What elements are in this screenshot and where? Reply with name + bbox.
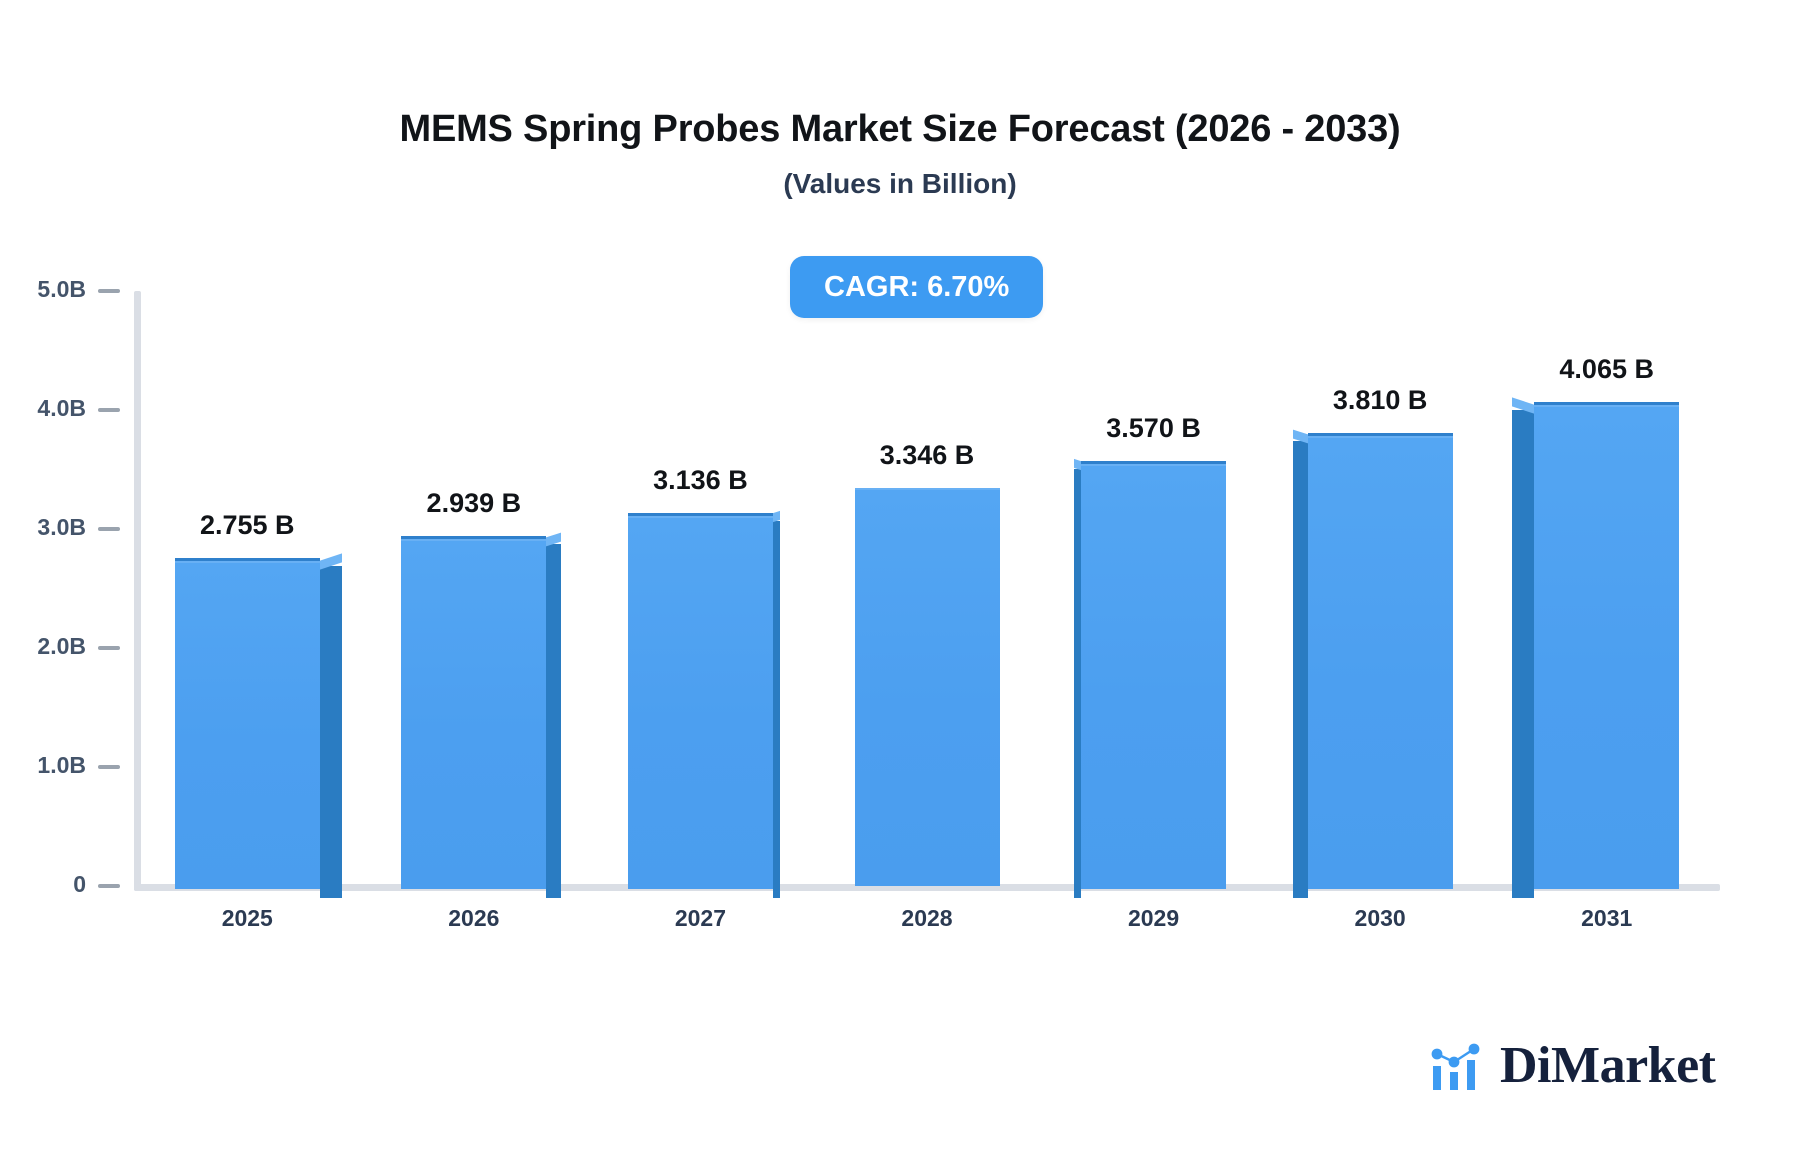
y-axis-tick-label: 4.0B bbox=[37, 395, 86, 421]
y-axis-tick-mark bbox=[98, 527, 120, 531]
y-axis-tick-label: 5.0B bbox=[37, 276, 86, 302]
x-axis-tick-label-2028: 2028 bbox=[901, 905, 953, 931]
bar-side-face bbox=[546, 544, 562, 898]
bar-value-label-2026: 2.939 B bbox=[426, 488, 522, 519]
y-axis-tick-mark bbox=[98, 646, 120, 650]
y-axis-tick-label: 1.0B bbox=[37, 752, 86, 778]
y-axis-tick-label: 3.0B bbox=[37, 514, 86, 540]
chart-subtitle: (Values in Billion) bbox=[783, 168, 1017, 199]
x-axis-tick-label-2029: 2029 bbox=[1127, 905, 1180, 931]
bar-value-label-2028: 3.346 B bbox=[879, 439, 975, 470]
bar-front-face bbox=[627, 512, 773, 889]
bar-side-face bbox=[1074, 469, 1082, 898]
bar-front-face bbox=[1081, 461, 1227, 889]
y-axis-line bbox=[134, 291, 141, 891]
bar-front-face bbox=[1534, 402, 1680, 889]
bar-side-face bbox=[772, 520, 780, 898]
x-axis-tick-label-2031: 2031 bbox=[1581, 905, 1633, 931]
bar-side-face bbox=[319, 566, 342, 898]
bar-front-face bbox=[854, 487, 1000, 886]
y-axis-tick-mark bbox=[98, 289, 120, 293]
bar-value-label-2029: 3.570 B bbox=[1106, 413, 1201, 444]
x-axis-tick-label-2025: 2025 bbox=[221, 905, 273, 931]
logo-wordmark: DiMarket bbox=[1500, 1037, 1716, 1094]
bar-value-label-2031: 4.065 B bbox=[1559, 354, 1654, 385]
bar-value-label-2027: 3.136 B bbox=[653, 464, 748, 495]
y-axis-tick-mark bbox=[98, 408, 120, 412]
bar-chart-trend-icon bbox=[1431, 1043, 1480, 1090]
y-axis-tick-mark bbox=[98, 765, 120, 769]
bar-side-face bbox=[1292, 440, 1308, 898]
x-axis-line bbox=[134, 884, 1720, 891]
x-axis-tick-label-2027: 2027 bbox=[674, 905, 726, 931]
bar-front-face bbox=[174, 558, 320, 889]
bar-front-face bbox=[401, 536, 547, 889]
bar-value-label-2025: 2.755 B bbox=[199, 510, 295, 541]
brand-logo: DiMarket bbox=[1430, 1037, 1716, 1094]
y-axis-tick-label: 2.0B bbox=[37, 633, 86, 659]
chart-title: MEMS Spring Probes Market Size Forecast … bbox=[399, 108, 1401, 150]
x-axis-tick-label-2030: 2030 bbox=[1354, 905, 1406, 931]
x-axis-tick-label-2026: 2026 bbox=[448, 905, 500, 931]
bar-value-label-2030: 3.810 B bbox=[1332, 384, 1428, 415]
bar-front-face bbox=[1307, 432, 1453, 889]
y-axis-tick-label: 0 bbox=[73, 871, 86, 897]
bar-side-face bbox=[1512, 410, 1535, 898]
cagr-badge: CAGR: 6.70% bbox=[790, 256, 1044, 318]
y-axis-tick-mark bbox=[98, 884, 120, 888]
